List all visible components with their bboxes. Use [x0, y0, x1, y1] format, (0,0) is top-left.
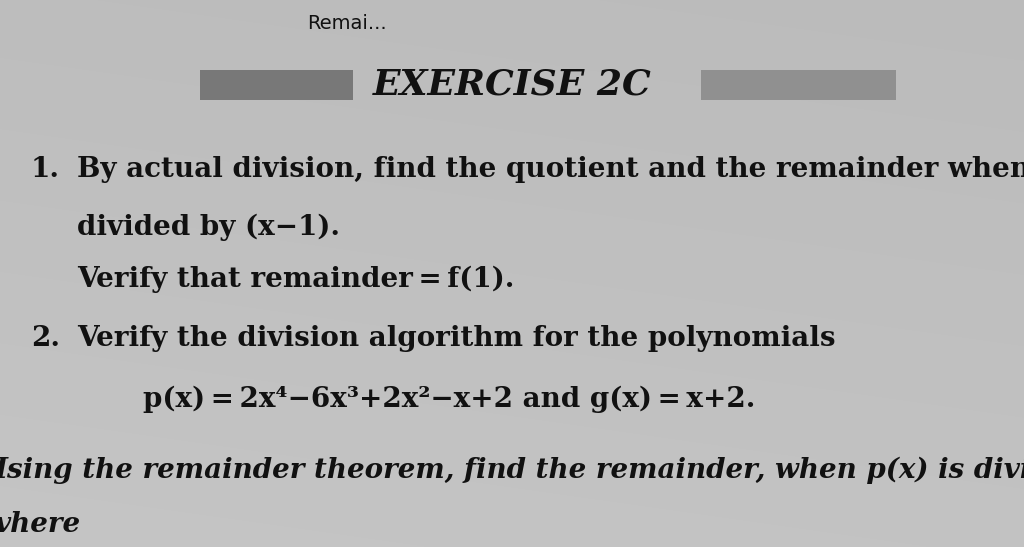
Text: divided by (x−1).: divided by (x−1). — [77, 213, 340, 241]
Text: EXERCISE 2C: EXERCISE 2C — [373, 68, 651, 102]
Text: 2.: 2. — [31, 325, 59, 352]
Text: Ising the remainder theorem, find the remainder, when p(x) is divid: Ising the remainder theorem, find the re… — [0, 457, 1024, 484]
Bar — [200, 69, 353, 100]
Text: vhere: vhere — [0, 511, 81, 538]
Text: Verify the division algorithm for the polynomials: Verify the division algorithm for the po… — [77, 325, 836, 352]
Text: 1.: 1. — [31, 156, 59, 183]
Text: p(x) = 2x⁴−6x³+2x²−x+2 and g(x) = x+2.: p(x) = 2x⁴−6x³+2x²−x+2 and g(x) = x+2. — [143, 386, 756, 413]
Bar — [701, 69, 896, 100]
Text: By actual division, find the quotient and the remainder when: By actual division, find the quotient an… — [77, 156, 1024, 183]
Text: Remai...: Remai... — [307, 14, 387, 33]
Text: Verify that remainder = f(1).: Verify that remainder = f(1). — [77, 265, 514, 293]
